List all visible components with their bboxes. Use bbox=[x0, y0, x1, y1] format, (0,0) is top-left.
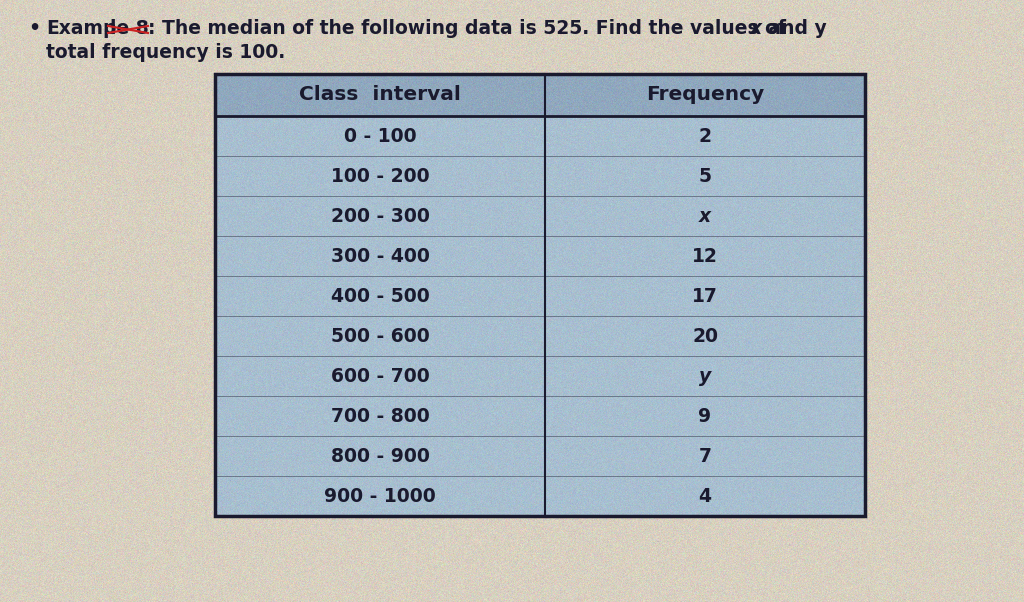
Text: 500 - 600: 500 - 600 bbox=[331, 326, 429, 346]
Text: 0 - 100: 0 - 100 bbox=[344, 126, 417, 146]
Text: 5: 5 bbox=[698, 167, 712, 185]
Text: y: y bbox=[698, 367, 711, 385]
Text: 200 - 300: 200 - 300 bbox=[331, 206, 429, 226]
Text: : The median of the following data is 525. Find the values of: : The median of the following data is 52… bbox=[148, 19, 793, 38]
Text: Frequency: Frequency bbox=[646, 85, 764, 105]
Text: 7: 7 bbox=[698, 447, 712, 465]
Text: 900 - 1000: 900 - 1000 bbox=[325, 486, 436, 506]
Text: 400 - 500: 400 - 500 bbox=[331, 287, 429, 305]
Text: 2: 2 bbox=[698, 126, 712, 146]
Text: 700 - 800: 700 - 800 bbox=[331, 406, 429, 426]
Bar bbox=[215, 74, 865, 516]
Text: x: x bbox=[750, 19, 762, 38]
Text: 800 - 900: 800 - 900 bbox=[331, 447, 429, 465]
Text: 20: 20 bbox=[692, 326, 718, 346]
Text: Class  interval: Class interval bbox=[299, 85, 461, 105]
Text: 4: 4 bbox=[698, 486, 712, 506]
Text: Examp: Examp bbox=[46, 19, 117, 38]
Text: •: • bbox=[28, 19, 40, 38]
Text: 9: 9 bbox=[698, 406, 712, 426]
Text: 600 - 700: 600 - 700 bbox=[331, 367, 429, 385]
Text: 17: 17 bbox=[692, 287, 718, 305]
Text: total frequency is 100.: total frequency is 100. bbox=[46, 43, 286, 62]
Text: 100 - 200: 100 - 200 bbox=[331, 167, 429, 185]
Text: and y: and y bbox=[762, 19, 826, 38]
Text: le 8: le 8 bbox=[110, 19, 148, 38]
Text: 300 - 400: 300 - 400 bbox=[331, 246, 429, 265]
Text: x: x bbox=[699, 206, 711, 226]
Text: 12: 12 bbox=[692, 246, 718, 265]
